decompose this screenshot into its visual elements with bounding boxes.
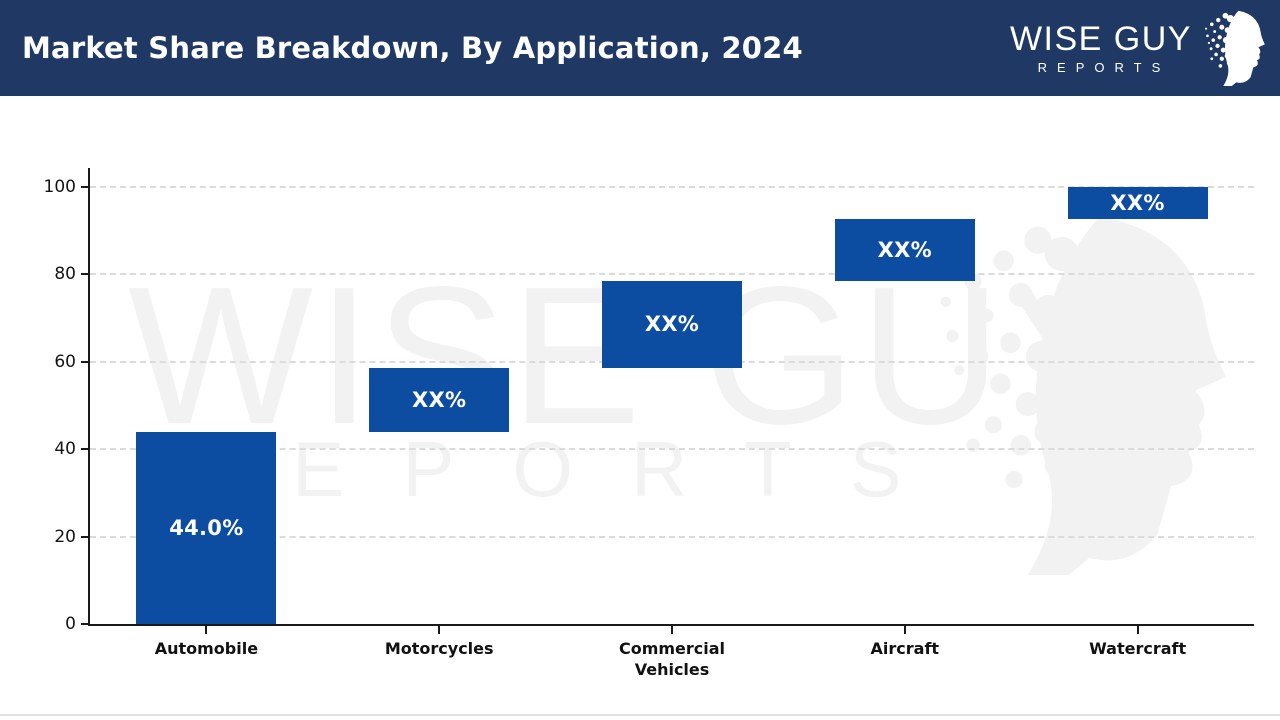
y-tick xyxy=(81,360,90,363)
brand-wordmark: WISE GUY REPORTS xyxy=(1010,22,1192,75)
bar-watercraft: XX% xyxy=(1067,186,1208,220)
dotted-face-profile-icon xyxy=(1204,10,1265,86)
y-tick-label: 100 xyxy=(43,176,76,197)
y-tick-label: 40 xyxy=(54,439,76,459)
y-tick xyxy=(81,623,90,625)
y-tick-label: 80 xyxy=(54,264,76,284)
x-tick xyxy=(1136,626,1139,634)
x-tick xyxy=(205,626,208,634)
brand-logo: WISE GUY REPORTS xyxy=(1010,0,1272,96)
bar-automobile: 44.0% xyxy=(136,431,277,624)
x-tick xyxy=(671,626,673,634)
watermark-subtext: REPORTS xyxy=(178,425,960,513)
bar-commercial-vehicles: XX% xyxy=(602,280,742,369)
y-tick xyxy=(81,273,90,275)
x-tick xyxy=(438,626,441,634)
bar-aircraft: XX% xyxy=(834,219,975,281)
logo-subtext: REPORTS xyxy=(1037,59,1171,75)
x-category-label-motorcycles: Motorcycles xyxy=(384,639,494,658)
y-tick-label: 0 xyxy=(65,614,76,634)
y-tick xyxy=(81,448,90,450)
gridline-100 xyxy=(90,185,1254,188)
header: Market Share Breakdown, By Application, … xyxy=(0,0,1280,96)
x-tick xyxy=(903,626,906,634)
y-tick-label: 60 xyxy=(54,351,76,372)
gridline-20 xyxy=(90,535,1254,538)
x-category-label-automobile: Automobile xyxy=(154,639,259,658)
bar-value-label-watercraft: XX% xyxy=(1110,190,1165,215)
y-axis xyxy=(88,168,90,626)
x-category-label-commercial-vehicles: Commercial Vehicles xyxy=(618,639,726,679)
page-title: Market Share Breakdown, By Application, … xyxy=(22,31,803,65)
bar-value-label-commercial-vehicles: XX% xyxy=(644,312,700,337)
y-tick xyxy=(81,535,90,538)
bottom-divider xyxy=(0,714,1280,716)
bar-value-label-motorcycles: XX% xyxy=(412,387,467,412)
gridline-40 xyxy=(90,448,1254,450)
gridline-80 xyxy=(90,273,1254,275)
bar-value-label-aircraft: XX% xyxy=(877,237,932,262)
logo-wordmark-text: WISE GUY xyxy=(1009,19,1192,58)
y-tick xyxy=(81,185,90,188)
x-axis xyxy=(88,624,1254,626)
x-category-label-watercraft: Watercraft xyxy=(1089,639,1187,658)
x-category-label-aircraft: Aircraft xyxy=(870,639,940,658)
bar-motorcycles: XX% xyxy=(369,368,510,432)
y-tick-label: 20 xyxy=(54,526,76,547)
bar-value-label-automobile: 44.0% xyxy=(169,515,244,540)
